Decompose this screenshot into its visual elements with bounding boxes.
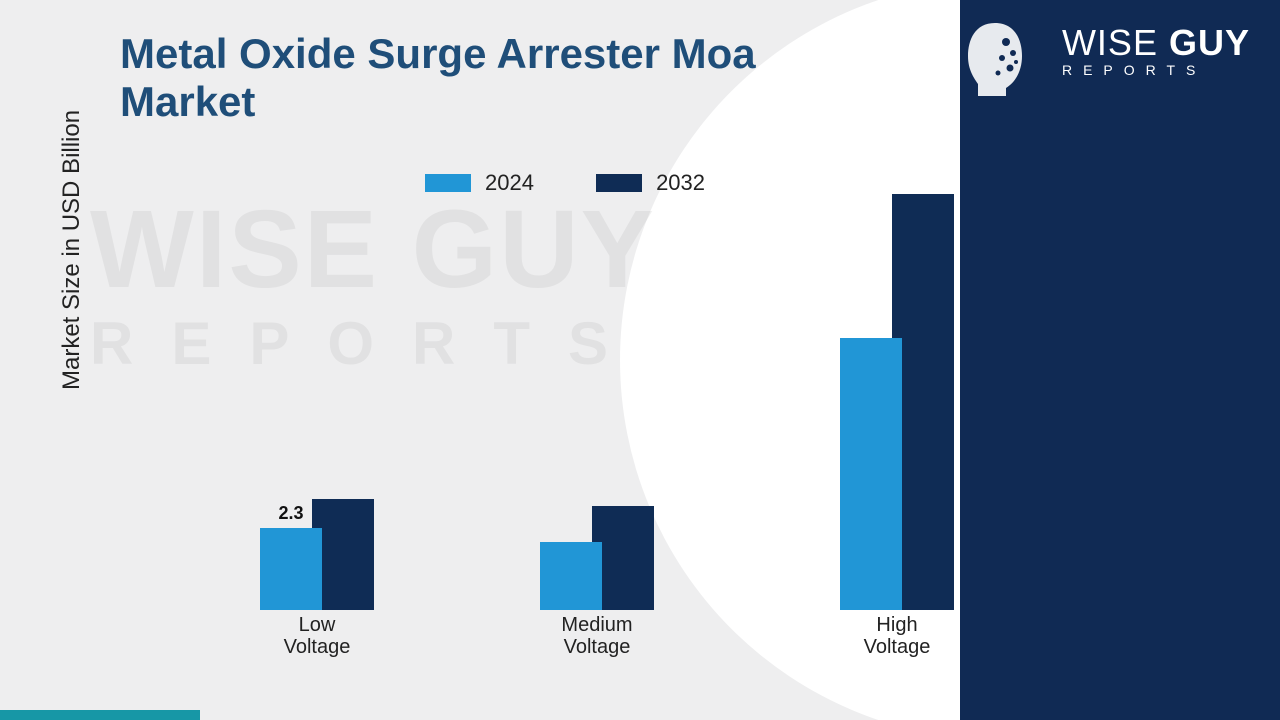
brand-line2: REPORTS [1062,62,1250,78]
legend-label-2024: 2024 [485,170,534,196]
bar [260,528,322,610]
bar [540,542,602,610]
legend-label-2032: 2032 [656,170,705,196]
chart-title: Metal Oxide Surge Arrester Moa Market [120,30,880,127]
category-label: Low Voltage [284,614,351,658]
decor-bottom-bar [0,710,200,720]
legend-swatch-2024 [425,174,471,192]
category-label: High Voltage [864,614,931,658]
brand-line1: WISE GUY [1062,22,1250,64]
legend-swatch-2032 [596,174,642,192]
chart-canvas: WISE GUY REPORTS Metal Oxide Surge Arres… [0,0,1280,720]
plot-area: 2024 2032 2.3Low VoltageMedium VoltageHi… [120,170,1010,640]
bar [840,338,902,610]
legend-item-2024: 2024 [425,170,534,196]
legend: 2024 2032 [120,170,1010,198]
bar-value-label: 2.3 [278,503,303,524]
brand-head-icon [960,18,1030,98]
legend-item-2032: 2032 [596,170,705,196]
brand-logo: WISE GUY REPORTS [1062,22,1250,78]
category-label: Medium Voltage [561,614,632,658]
y-axis-label: Market Size in USD Billion [58,110,86,390]
